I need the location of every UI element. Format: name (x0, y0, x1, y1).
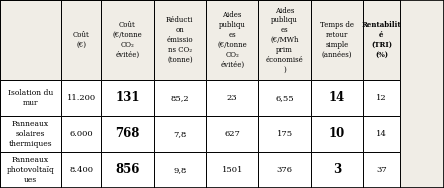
Bar (154, 0, 206, 80)
Bar (258, 0, 311, 80)
Text: Aides
publiqu
es
(€/tonne
CO₂
évitée): Aides publiqu es (€/tonne CO₂ évitée) (217, 11, 247, 68)
Text: 8.400: 8.400 (69, 166, 93, 174)
Bar (154, 80, 206, 116)
Text: Aides
publiqu
es
(€/MWh
prim
économisé
): Aides publiqu es (€/MWh prim économisé ) (266, 7, 304, 73)
Bar (311, 116, 363, 152)
Bar (258, 152, 311, 188)
Text: 131: 131 (115, 91, 140, 104)
Text: 14: 14 (376, 130, 387, 138)
Bar (61, 0, 101, 80)
Text: Panneaux
solaires
thermiques: Panneaux solaires thermiques (9, 120, 52, 148)
Bar (363, 0, 400, 80)
Bar (61, 152, 101, 188)
Bar (311, 152, 363, 188)
Text: 856: 856 (115, 163, 139, 176)
Text: 1501: 1501 (222, 166, 243, 174)
Bar (0, 152, 61, 188)
Bar (101, 116, 154, 152)
Bar (206, 80, 258, 116)
Text: 376: 376 (277, 166, 293, 174)
Bar (258, 116, 311, 152)
Text: Isolation du
mur: Isolation du mur (8, 89, 53, 107)
Text: 11.200: 11.200 (67, 94, 96, 102)
Text: 7,8: 7,8 (173, 130, 186, 138)
Text: 85,2: 85,2 (170, 94, 189, 102)
Text: Coût
(€/tonne
CO₂
évitée): Coût (€/tonne CO₂ évitée) (112, 21, 143, 59)
Text: 37: 37 (376, 166, 387, 174)
Bar (0, 80, 61, 116)
Text: 6.000: 6.000 (69, 130, 93, 138)
Bar (206, 152, 258, 188)
Bar (101, 152, 154, 188)
Text: Panneaux
photovoltaïq
ues: Panneaux photovoltaïq ues (7, 156, 55, 184)
Bar (206, 0, 258, 80)
Text: 14: 14 (329, 91, 345, 104)
Bar (311, 0, 363, 80)
Bar (61, 116, 101, 152)
Text: 10: 10 (329, 127, 345, 140)
Bar (258, 80, 311, 116)
Bar (101, 80, 154, 116)
Bar (311, 80, 363, 116)
Text: Réducti
on
émissio
ns CO₂
(tonne): Réducti on émissio ns CO₂ (tonne) (166, 16, 194, 64)
Text: 9,8: 9,8 (173, 166, 186, 174)
Bar (154, 152, 206, 188)
Text: 12: 12 (376, 94, 387, 102)
Bar (363, 116, 400, 152)
Text: 6,55: 6,55 (275, 94, 294, 102)
Text: Temps de
retour
simple
(années): Temps de retour simple (années) (320, 21, 354, 59)
Text: 23: 23 (227, 94, 238, 102)
Text: 3: 3 (333, 163, 341, 176)
Text: 175: 175 (277, 130, 293, 138)
Bar (154, 116, 206, 152)
Text: 768: 768 (115, 127, 139, 140)
Bar (0, 116, 61, 152)
Bar (0, 0, 61, 80)
Bar (101, 0, 154, 80)
Text: Coût
(€): Coût (€) (73, 31, 90, 49)
Bar (363, 80, 400, 116)
Bar (206, 116, 258, 152)
Text: Rentabilit
é
(TRI)
(%): Rentabilit é (TRI) (%) (361, 21, 401, 59)
Bar (61, 80, 101, 116)
Bar (363, 152, 400, 188)
Text: 627: 627 (224, 130, 240, 138)
